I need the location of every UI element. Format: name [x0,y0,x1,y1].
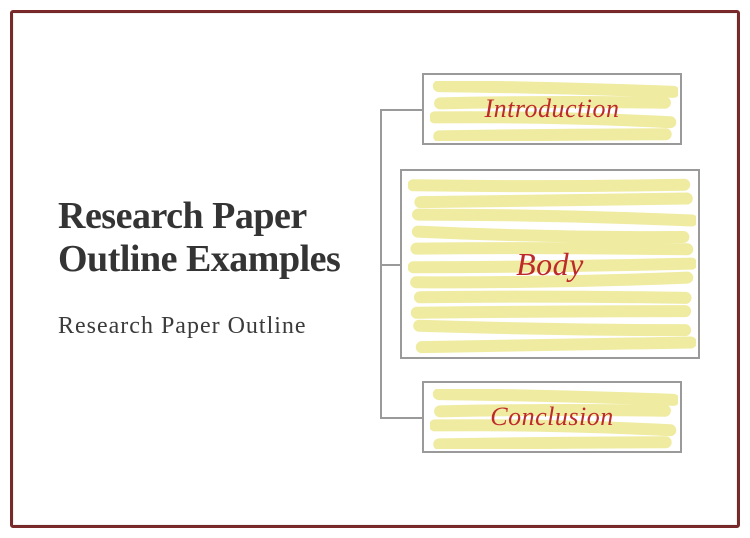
connector-arm-mid [380,264,400,266]
box-conclusion: Conclusion [422,381,682,453]
box-introduction: Introduction [422,73,682,145]
box-label: Body [516,246,584,283]
diagram-area: Introduction Body Conclusion [360,49,710,489]
connector-spine [380,109,382,417]
connector-arm-top [380,109,422,111]
connector-arm-bot [380,417,422,419]
main-title: Research Paper Outline Examples [58,195,350,280]
box-body: Body [400,169,700,359]
left-column: Research Paper Outline Examples Research… [40,195,360,342]
subtitle: Research Paper Outline [58,310,350,342]
content-area: Research Paper Outline Examples Research… [10,10,740,528]
box-label: Introduction [484,94,619,124]
box-label: Conclusion [490,402,613,432]
